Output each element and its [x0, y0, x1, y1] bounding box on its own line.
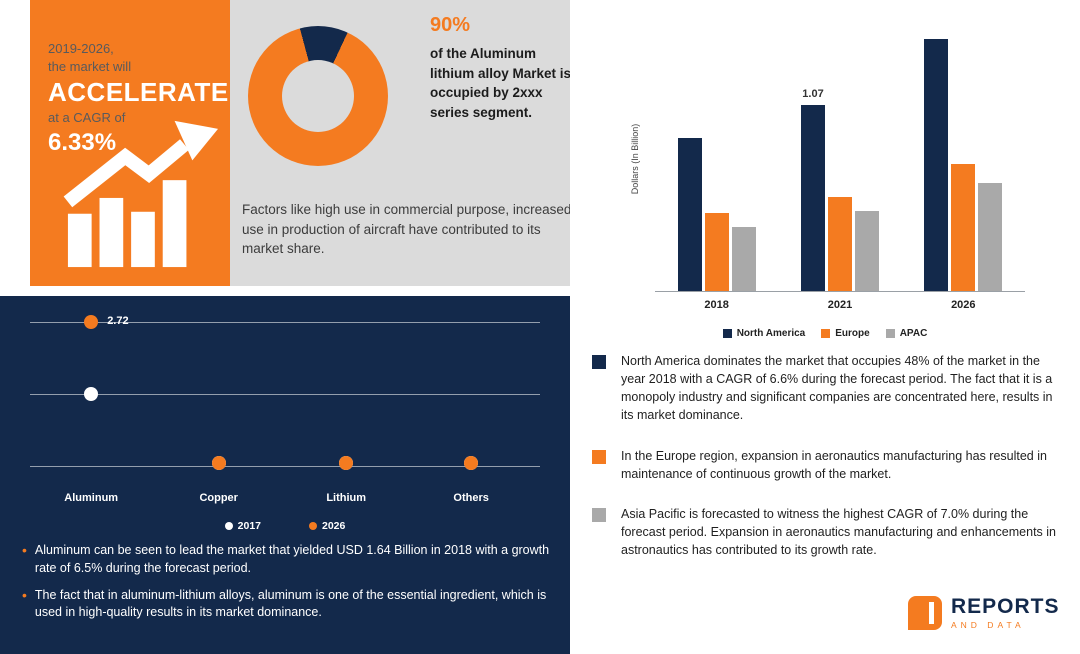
dot-legend-item-2017: 2017	[224, 520, 261, 532]
region-bullet-item: In the Europe region, expansion in aeron…	[592, 447, 1062, 483]
bar-apac-2018	[731, 227, 756, 291]
legend-label: 2026	[322, 520, 346, 532]
bar-group-2021: 1.07 2021	[800, 88, 879, 311]
material-bullet-text: Aluminum can be seen to lead the market …	[34, 543, 550, 575]
gridline	[30, 466, 540, 467]
cagr-headline: ACCELERATE	[48, 77, 229, 108]
region-bullet-item: Asia Pacific is forecasted to witness th…	[592, 505, 1062, 559]
legend-swatch-icon	[821, 329, 831, 338]
dot-2026-others	[464, 456, 479, 471]
legend-label: APAC	[899, 328, 928, 339]
material-bullet-list: • Aluminum can be seen to lead the market…	[22, 542, 550, 631]
cagr-highlight-card: 2019-2026, the market will ACCELERATE at…	[30, 0, 230, 286]
y-axis-label: Dollars (In Billion)	[630, 123, 640, 195]
bar-axis-label-2026: 2026	[951, 299, 976, 311]
cagr-intro-line: the market will	[48, 59, 132, 75]
grouped-bar-chart-plot: Dollars (In Billion) 2018 1.07 2021 2026	[630, 30, 1025, 311]
dot-value-label: 2.72	[107, 315, 129, 327]
dot-category-aluminum: Aluminum	[64, 492, 119, 504]
region-bullet-text: In the Europe region, expansion in aeron…	[621, 448, 1047, 481]
dot-plot: 2.72	[30, 315, 540, 471]
dot-category-copper: Copper	[199, 492, 238, 504]
bar-legend-item-north-america: North America	[722, 328, 806, 339]
donut-chart	[248, 26, 388, 166]
material-bullet-item: • The fact that in aluminum-lithium alloy…	[22, 587, 550, 623]
bar-europe-2021	[827, 197, 852, 291]
material-bullet-text: The fact that in aluminum-lithium alloys…	[34, 587, 547, 620]
cagr-period: 2019-2026,	[48, 41, 114, 56]
bar-group-2026: 2026	[924, 39, 1003, 311]
bar-north-america-2026	[924, 39, 949, 291]
segment-share-card: 90% of the Aluminum lithium alloy Market…	[230, 0, 572, 286]
bar-legend: North America Europe APAC	[570, 328, 1080, 339]
bullet-square-icon	[592, 507, 606, 522]
gridline	[30, 322, 540, 323]
dot-category-others: Others	[453, 492, 489, 504]
bullet-dot-icon: •	[22, 586, 27, 603]
dot-2017-aluminum	[84, 387, 99, 401]
bar-apac-2026	[978, 183, 1003, 291]
bar-group-2018: 2018	[677, 138, 756, 311]
bar-europe-2026	[951, 164, 976, 291]
bar-axis-label-2021: 2021	[827, 299, 853, 311]
donut-ring-icon	[248, 26, 388, 166]
region-bullet-list: North America dominates the market that …	[592, 352, 1062, 581]
bullet-dot-icon: •	[22, 542, 27, 558]
region-bullet-text: Asia Pacific is forecasted to witness th…	[621, 506, 1056, 557]
dot-legend-item-2026: 2026	[309, 520, 345, 532]
region-bullet-text: North America dominates the market that …	[621, 354, 1053, 423]
legend-swatch-icon	[722, 329, 732, 338]
reports-and-data-logo-icon	[908, 596, 942, 630]
dot-2026-lithium	[339, 456, 354, 471]
bar-apac-2021	[854, 211, 879, 291]
logo-name: REPORTS	[951, 595, 1060, 618]
logo-subtitle: AND DATA	[951, 620, 1025, 630]
segment-share-value: 90%	[430, 14, 471, 36]
bar-legend-item-europe: Europe	[821, 328, 870, 339]
growth-arrow-icon	[63, 120, 219, 268]
segment-caption: Factors like high use in commercial purp…	[242, 202, 572, 257]
legend-swatch-icon	[885, 329, 895, 338]
material-bullet-item: • Aluminum can be seen to lead the market…	[22, 542, 550, 578]
dot-2026-aluminum	[84, 315, 99, 329]
legend-dot-icon	[224, 522, 233, 530]
region-bullet-item: North America dominates the market that …	[592, 352, 1062, 425]
gridline	[30, 394, 540, 395]
logo-text-block: REPORTS AND DATA	[951, 596, 1060, 630]
bar-axis-label-2018: 2018	[704, 299, 729, 311]
legend-dot-icon	[309, 522, 317, 530]
reports-and-data-logo: REPORTS AND DATA	[908, 596, 1060, 630]
bullet-square-icon	[592, 449, 606, 464]
bar-north-america-2018	[677, 138, 702, 291]
cagr-text-block: 2019-2026, the market will ACCELERATE at…	[48, 40, 229, 157]
bar-value-label: 1.07	[802, 88, 824, 100]
material-market-panel: 2.72 Aluminum Copper Lithium Others 2017 202…	[0, 296, 570, 654]
segment-share-text: of the Aluminum lithium alloy Market is …	[430, 46, 572, 120]
bullet-square-icon	[592, 355, 606, 369]
cagr-value: 6.33%	[48, 128, 117, 156]
legend-label: Europe	[835, 328, 870, 339]
legend-label: North America	[736, 328, 806, 339]
region-panel: Dollars (In Billion) 2018 1.07 2021 2026 No…	[570, 0, 1080, 654]
bar-north-america-2021: 1.07	[800, 88, 825, 291]
bar-legend-item-apac: APAC	[885, 328, 928, 339]
cagr-subline: at a CAGR of	[48, 110, 126, 126]
dot-category-lithium: Lithium	[326, 492, 367, 504]
bar-europe-2018	[704, 213, 729, 291]
dot-category-row: Aluminum Copper Lithium Others	[30, 492, 540, 506]
dot-2026-copper	[211, 456, 226, 471]
legend-label: 2017	[237, 520, 261, 532]
dot-legend: 2017 2026	[0, 520, 570, 532]
